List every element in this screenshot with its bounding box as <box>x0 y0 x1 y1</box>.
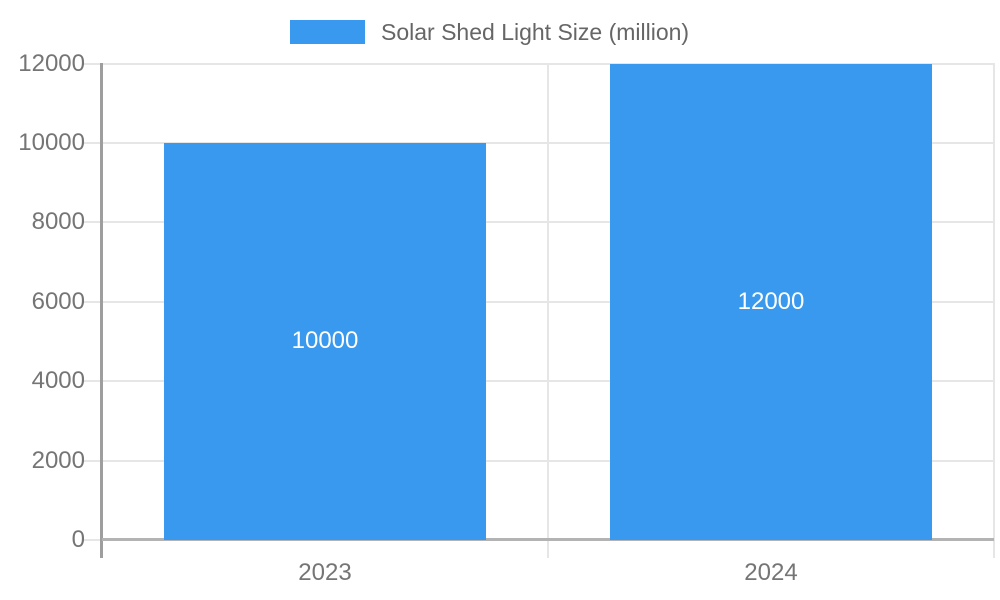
x-tick-label: 2023 <box>298 559 352 586</box>
gridline-y <box>83 300 994 303</box>
x-axis-line <box>102 538 994 541</box>
gridline-x <box>547 62 549 558</box>
legend-item[interactable]: Solar Shed Light Size (million) <box>290 18 689 46</box>
bar-2024: 12000 <box>610 63 932 540</box>
legend-swatch <box>290 20 365 44</box>
y-axis-line <box>100 62 103 558</box>
gridline-y <box>83 221 994 224</box>
y-tick-label: 2000 <box>31 446 85 474</box>
legend-label: Solar Shed Light Size (million) <box>381 19 690 45</box>
y-tick-label: 4000 <box>31 367 85 395</box>
x-tick-label: 2024 <box>744 559 798 586</box>
gridline-y <box>83 380 994 383</box>
y-tick-label: 6000 <box>31 287 85 315</box>
gridline-y <box>83 141 994 144</box>
y-tick-label: 12000 <box>18 49 85 77</box>
gridline-x <box>993 62 995 558</box>
gridline-y <box>83 62 994 65</box>
y-tick-label: 8000 <box>31 208 85 236</box>
y-tick-label: 0 <box>71 526 85 553</box>
bar-value-label: 12000 <box>737 287 805 315</box>
bar-value-label: 10000 <box>291 327 359 355</box>
bar-2023: 10000 <box>164 142 486 540</box>
y-tick-label: 10000 <box>18 128 85 156</box>
gridline-y <box>83 459 994 462</box>
